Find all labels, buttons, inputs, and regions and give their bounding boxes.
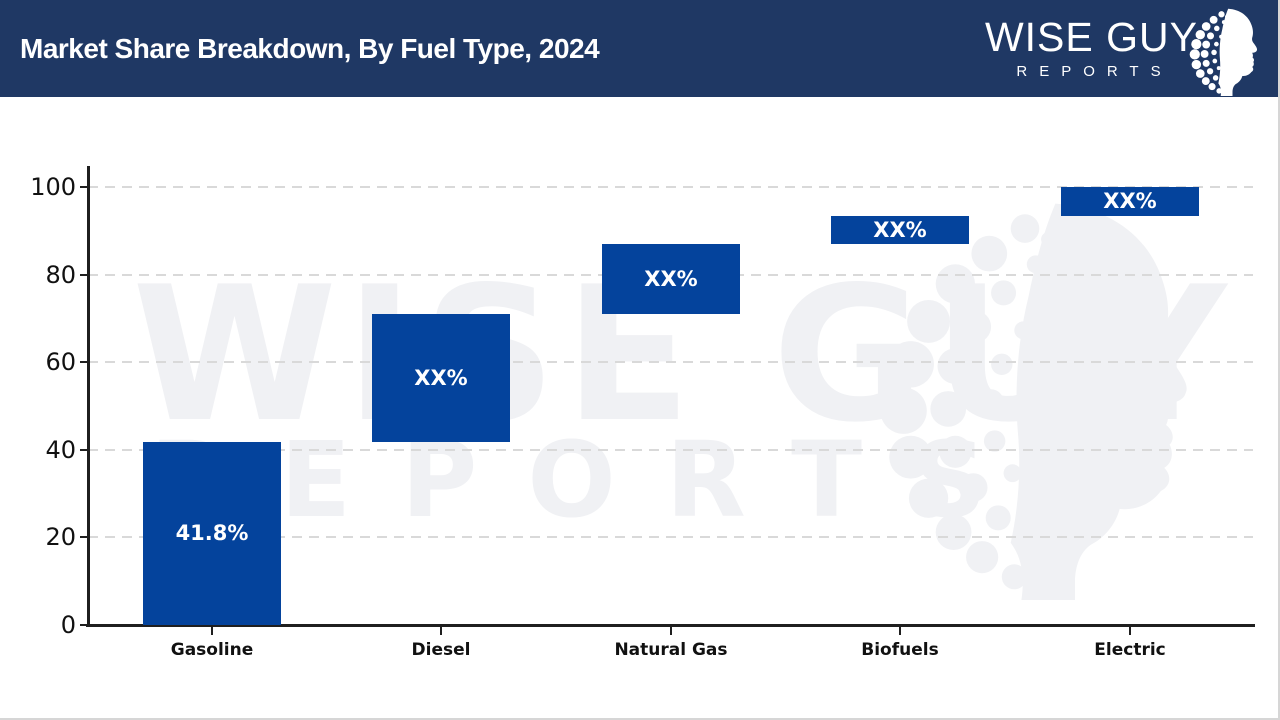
logo-wiseguy-label: WISE GUY — [984, 14, 1198, 60]
y-gridline — [88, 361, 1253, 364]
y-axis-tick — [80, 536, 88, 539]
y-axis-tick — [80, 273, 88, 276]
y-gridline — [88, 448, 1253, 451]
watermark-text-reports: REPORTS — [150, 419, 1038, 541]
x-axis-category-label: Electric — [1094, 640, 1166, 660]
bar-natural-gas — [602, 243, 740, 315]
y-axis-tick-label: 20 — [45, 523, 76, 552]
bar-value-label: XX% — [873, 217, 927, 242]
bar-electric — [1061, 187, 1199, 216]
y-axis-tick-label: 40 — [45, 435, 76, 464]
logo-text: WISE GUY REPORTS — [985, 14, 1198, 80]
x-axis-tick — [1129, 627, 1131, 635]
x-axis-line — [86, 624, 1255, 627]
y-axis-line — [87, 166, 90, 627]
watermark-head-icon — [880, 203, 1187, 600]
bar-biofuels — [831, 215, 969, 244]
y-axis-tick-label: 0 — [60, 611, 76, 639]
y-axis-tick — [80, 624, 88, 626]
x-axis-tick — [899, 627, 901, 635]
x-axis-tick — [211, 627, 213, 635]
y-axis-tick-label: 60 — [45, 348, 76, 377]
x-axis-tick — [670, 627, 672, 635]
bar-diesel — [372, 314, 510, 442]
y-axis-tick — [80, 448, 88, 451]
x-axis-category-label: Diesel — [411, 640, 471, 660]
x-axis-category-label: Natural Gas — [614, 640, 728, 660]
bar-gasoline — [143, 441, 281, 625]
bar-value-label: XX% — [644, 267, 698, 292]
x-axis-tick — [440, 627, 442, 635]
wise-guy-reports-logo: WISE GUY REPORTS — [985, 0, 1270, 97]
header-bar: Market Share Breakdown, By Fuel Type, 20… — [0, 0, 1278, 97]
logo-head-icon — [1189, 8, 1258, 96]
bar-value-label: 41.8% — [175, 521, 249, 546]
y-axis-tick-label: 80 — [45, 260, 76, 289]
logo-reports-label: REPORTS — [1016, 63, 1173, 80]
y-axis-tick-label: 100 — [30, 173, 76, 201]
x-axis-category-label: Biofuels — [861, 640, 939, 660]
y-gridline — [88, 536, 1253, 539]
bar-value-label: XX% — [1103, 189, 1157, 214]
x-axis-category-label: Gasoline — [170, 640, 254, 660]
y-axis-tick — [80, 186, 88, 188]
y-axis-tick — [80, 361, 88, 364]
bar-value-label: XX% — [414, 366, 468, 391]
page-title: Market Share Breakdown, By Fuel Type, 20… — [20, 32, 600, 64]
y-gridline — [88, 186, 1253, 188]
